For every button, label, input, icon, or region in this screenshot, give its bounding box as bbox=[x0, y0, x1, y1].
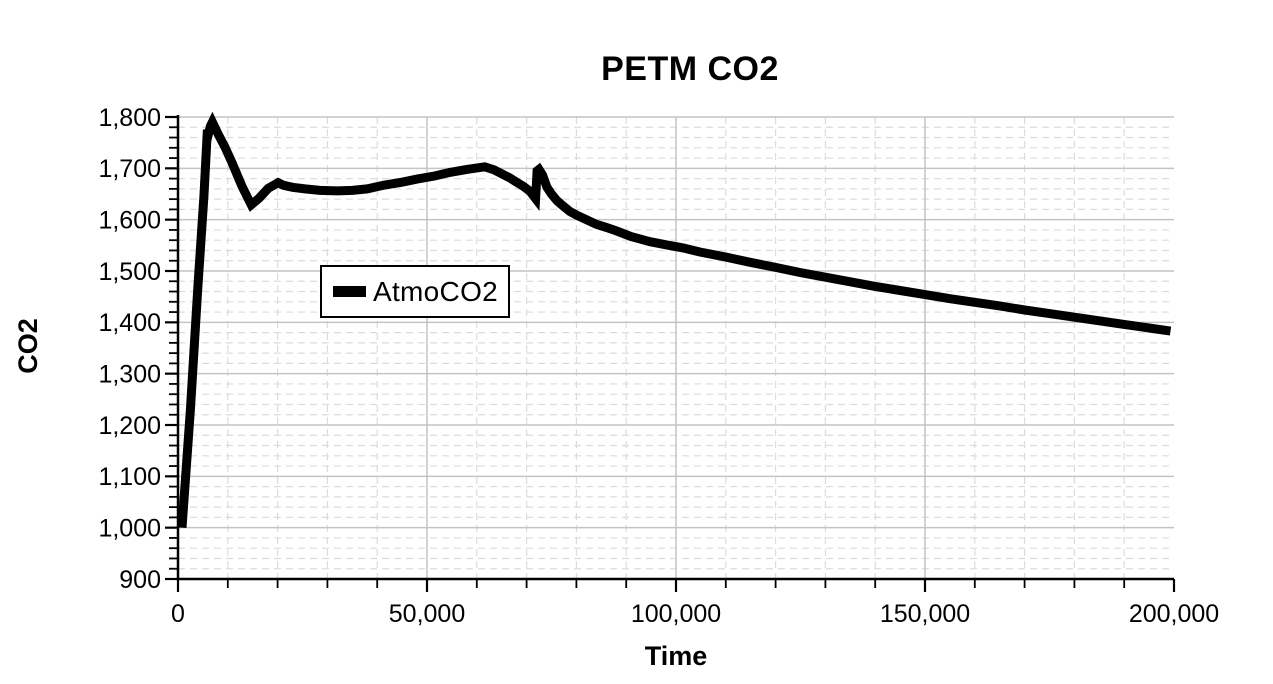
y-tick-label: 1,800 bbox=[98, 104, 161, 132]
chart-title: PETM CO2 bbox=[601, 50, 779, 88]
series-line-atmoco2 bbox=[177, 111, 1172, 529]
legend-line-swatch-icon bbox=[333, 286, 366, 297]
y-tick-label: 1,700 bbox=[98, 155, 161, 183]
y-tick-label: 1,200 bbox=[98, 412, 161, 440]
legend-label: AtmoCO2 bbox=[373, 275, 499, 307]
x-tick-label: 0 bbox=[171, 600, 185, 628]
legend-box: AtmoCO2 bbox=[320, 265, 510, 318]
y-tick-label: 1,300 bbox=[98, 360, 161, 388]
y-tick-label: 1,100 bbox=[98, 463, 161, 491]
y-tick-label: 1,600 bbox=[98, 206, 161, 234]
x-tick-label: 50,000 bbox=[389, 600, 465, 628]
y-axis-title: CO2 bbox=[13, 318, 43, 374]
y-tick-label: 1,500 bbox=[98, 258, 161, 286]
x-axis-title: Time bbox=[644, 641, 708, 671]
y-tick-label: 1,400 bbox=[98, 309, 161, 337]
x-tick-label: 200,000 bbox=[1129, 600, 1219, 628]
y-tick-label: 900 bbox=[119, 566, 161, 594]
x-tick-label: 150,000 bbox=[880, 600, 970, 628]
x-tick-label: 100,000 bbox=[631, 600, 721, 628]
y-tick-label: 1,000 bbox=[98, 514, 161, 542]
